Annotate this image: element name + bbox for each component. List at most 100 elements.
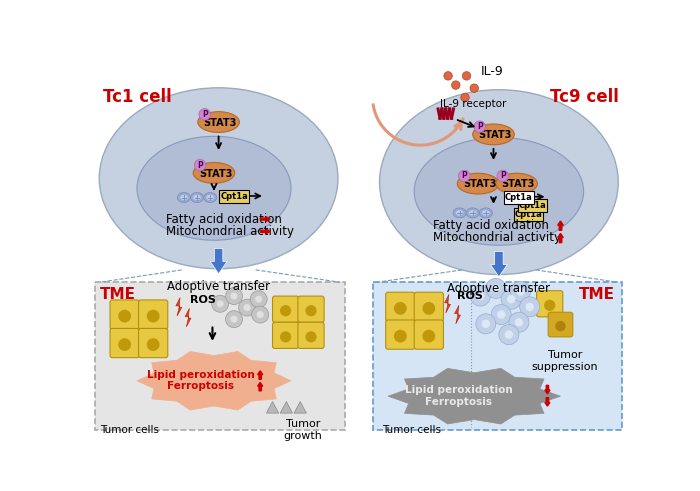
Circle shape <box>444 72 452 80</box>
Circle shape <box>147 310 160 323</box>
FancyBboxPatch shape <box>414 292 444 322</box>
Circle shape <box>280 305 291 316</box>
FancyBboxPatch shape <box>110 300 139 329</box>
Circle shape <box>491 284 500 293</box>
FancyArrow shape <box>558 221 564 230</box>
FancyBboxPatch shape <box>272 322 299 349</box>
Polygon shape <box>280 402 293 413</box>
Circle shape <box>491 304 511 325</box>
FancyBboxPatch shape <box>110 328 139 357</box>
Text: Adoptive transfer: Adoptive transfer <box>167 280 270 293</box>
Circle shape <box>225 311 242 327</box>
Ellipse shape <box>453 208 466 218</box>
Circle shape <box>505 330 513 339</box>
Ellipse shape <box>204 192 217 202</box>
Polygon shape <box>137 352 291 410</box>
FancyBboxPatch shape <box>386 292 415 322</box>
Circle shape <box>486 278 506 299</box>
FancyArrow shape <box>260 217 270 221</box>
Circle shape <box>280 331 291 343</box>
Text: Adoptive transfer: Adoptive transfer <box>447 282 550 295</box>
FancyArrow shape <box>545 398 550 406</box>
Text: P: P <box>461 171 467 181</box>
Text: P: P <box>197 161 203 170</box>
Text: Cpt1a: Cpt1a <box>505 192 533 202</box>
FancyBboxPatch shape <box>298 322 324 349</box>
Text: P: P <box>202 110 208 119</box>
Circle shape <box>470 84 479 92</box>
FancyArrow shape <box>260 229 270 234</box>
FancyBboxPatch shape <box>414 320 444 349</box>
Circle shape <box>516 287 525 296</box>
Circle shape <box>422 302 435 315</box>
Circle shape <box>147 338 160 351</box>
Ellipse shape <box>198 111 239 133</box>
Text: Fatty acid oxidation: Fatty acid oxidation <box>433 218 549 232</box>
Circle shape <box>555 321 566 331</box>
FancyBboxPatch shape <box>372 282 622 430</box>
Ellipse shape <box>496 173 538 194</box>
Circle shape <box>257 311 264 318</box>
Text: ROS: ROS <box>458 291 483 301</box>
Polygon shape <box>444 295 451 313</box>
Circle shape <box>526 302 534 311</box>
FancyBboxPatch shape <box>518 199 547 212</box>
Circle shape <box>239 299 256 316</box>
Circle shape <box>501 289 522 309</box>
Ellipse shape <box>456 210 463 216</box>
Text: IL-9 receptor: IL-9 receptor <box>440 99 507 109</box>
Ellipse shape <box>473 124 514 145</box>
Text: Cpt1a: Cpt1a <box>220 192 248 201</box>
Polygon shape <box>294 402 307 413</box>
Text: Lipid peroxidation: Lipid peroxidation <box>405 385 512 395</box>
Circle shape <box>118 338 131 351</box>
Text: P: P <box>477 122 482 131</box>
Circle shape <box>507 295 515 303</box>
Ellipse shape <box>190 192 204 202</box>
Circle shape <box>394 302 407 315</box>
Ellipse shape <box>99 88 338 269</box>
Circle shape <box>519 297 540 317</box>
Circle shape <box>497 170 508 182</box>
Text: Cpt1a: Cpt1a <box>514 210 542 218</box>
Circle shape <box>461 93 469 102</box>
Text: Tumor cells: Tumor cells <box>382 425 440 436</box>
Circle shape <box>470 286 491 306</box>
FancyBboxPatch shape <box>139 300 168 329</box>
FancyArrow shape <box>491 251 508 277</box>
Circle shape <box>211 295 229 312</box>
FancyBboxPatch shape <box>504 191 533 204</box>
Circle shape <box>118 310 131 323</box>
Circle shape <box>199 109 211 120</box>
Circle shape <box>514 318 523 327</box>
FancyArrow shape <box>210 248 227 274</box>
Text: STAT3: STAT3 <box>501 179 535 190</box>
Polygon shape <box>454 305 461 324</box>
Ellipse shape <box>469 210 477 216</box>
Circle shape <box>225 288 242 304</box>
Text: Tc1 cell: Tc1 cell <box>103 88 172 106</box>
Ellipse shape <box>482 210 490 216</box>
Ellipse shape <box>466 208 480 218</box>
Text: Mitochondrial activity: Mitochondrial activity <box>167 225 294 238</box>
Polygon shape <box>176 298 182 316</box>
FancyBboxPatch shape <box>514 208 542 220</box>
FancyBboxPatch shape <box>219 190 248 203</box>
Circle shape <box>250 291 267 308</box>
Circle shape <box>482 320 490 328</box>
Text: Fatty acid oxidation: Fatty acid oxidation <box>167 213 282 225</box>
Polygon shape <box>388 368 561 424</box>
Circle shape <box>305 331 316 343</box>
Text: Tumor
suppression: Tumor suppression <box>532 350 598 372</box>
Text: STAT3: STAT3 <box>478 130 512 140</box>
Circle shape <box>255 296 262 303</box>
FancyBboxPatch shape <box>537 291 563 317</box>
Circle shape <box>462 72 471 80</box>
Circle shape <box>230 293 237 300</box>
Text: P: P <box>500 171 505 181</box>
FancyBboxPatch shape <box>298 296 324 322</box>
Circle shape <box>510 281 531 301</box>
Circle shape <box>497 310 505 319</box>
Circle shape <box>252 306 269 323</box>
Text: ROS: ROS <box>190 295 216 305</box>
